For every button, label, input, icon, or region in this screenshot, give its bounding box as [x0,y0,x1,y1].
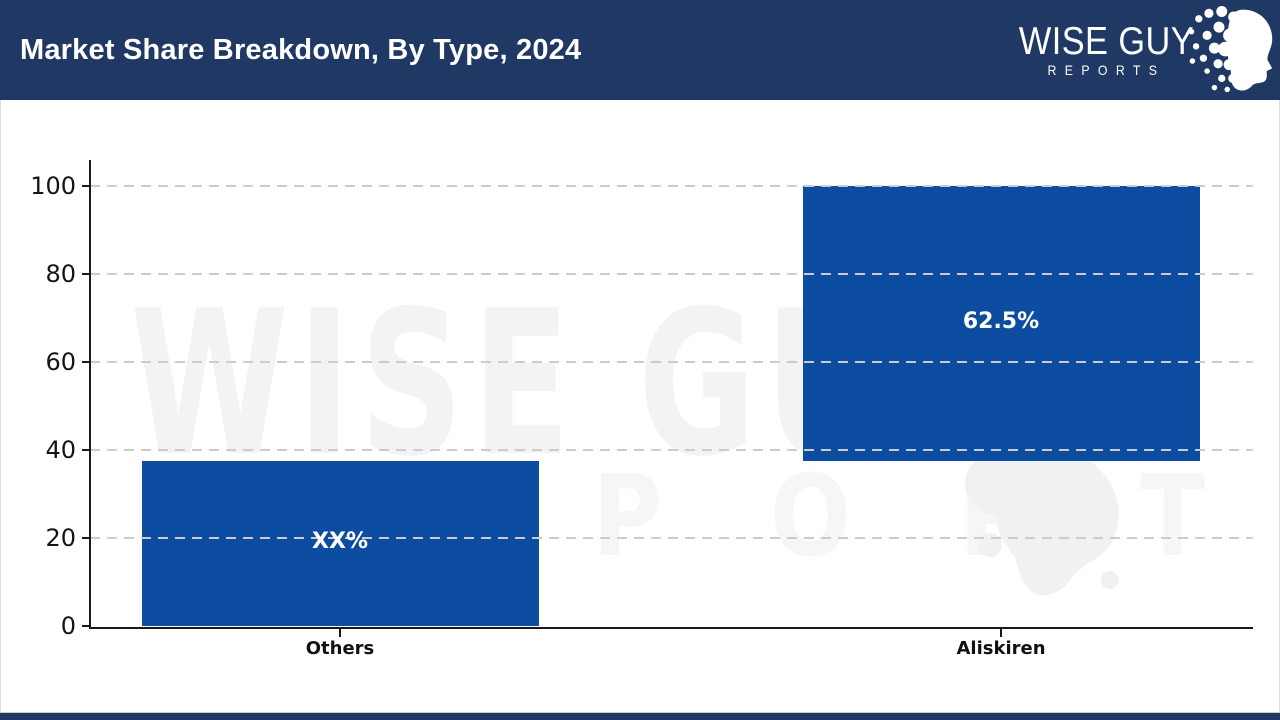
y-tick-label-20: 20 [45,524,76,552]
y-tick-40 [82,449,90,451]
page-title: Market Share Breakdown, By Type, 2024 [20,34,582,66]
bar-value-label-others: XX% [312,528,368,554]
gridline-y-100 [90,185,1253,187]
wise-guy-reports-logo: WISE GUY REPORTS [1018,0,1273,100]
bar-others [141,461,539,626]
y-tick-20 [82,537,90,539]
y-tick-label-80: 80 [45,260,76,288]
logo-text: WISE GUY REPORTS [1018,20,1194,79]
x-tick-aliskiren [1000,629,1002,637]
bottom-hairline [0,712,1280,713]
logo-head-icon [1188,6,1273,93]
y-tick-label-60: 60 [45,348,76,376]
logo-wordmark: WISE GUY [1018,20,1194,63]
watermark-head-icon [965,449,1119,596]
y-axis-line [89,160,91,629]
y-tick-label-100: 100 [30,172,76,200]
logo-subtext: REPORTS [1047,62,1166,78]
gridline-y-60 [90,361,1253,363]
y-tick-100 [82,185,90,187]
y-tick-60 [82,361,90,363]
x-tick-others [339,629,341,637]
gridline-y-20 [90,537,1253,539]
y-tick-label-40: 40 [45,436,76,464]
left-border [0,100,1,713]
y-tick-label-0: 0 [60,612,76,640]
bar-value-label-aliskiren: 62.5% [962,308,1040,334]
x-axis-line [89,627,1253,629]
footer-bar [0,713,1280,720]
x-tick-label-others: Others [305,638,375,659]
gridline-y-40 [90,449,1253,451]
x-tick-label-aliskiren: Aliskiren [956,638,1046,659]
gridline-y-80 [90,273,1253,275]
bar-aliskiren [802,186,1200,461]
y-tick-0 [82,625,90,627]
header-bar: Market Share Breakdown, By Type, 2024 WI… [0,0,1280,100]
y-tick-80 [82,273,90,275]
